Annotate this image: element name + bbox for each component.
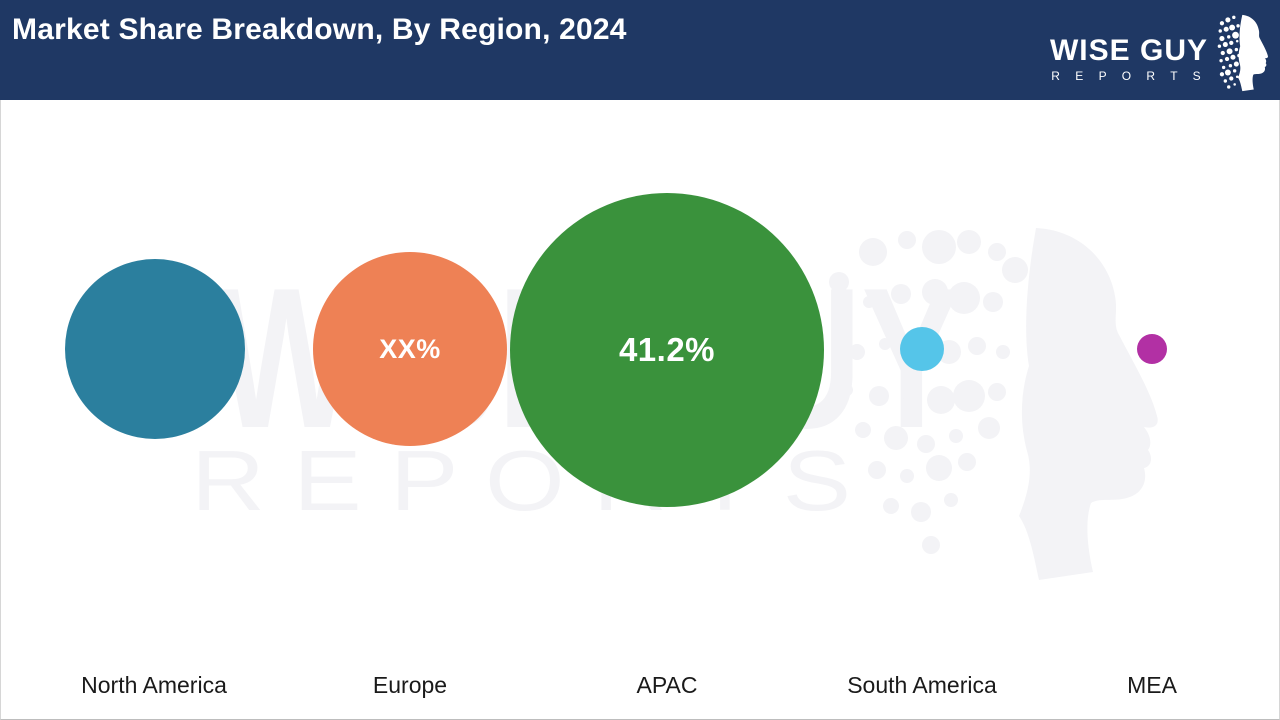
bubble-value-europe: XX% [379, 333, 441, 364]
bubble-chart: WISE GUY R E P O R T S XX% [0, 100, 1280, 720]
category-label-europe: Europe [372, 672, 448, 698]
logo-text: WISE GUY R E P O R T S [1050, 35, 1208, 84]
category-label-apac: APAC [636, 672, 698, 698]
category-label-north-america: North America [81, 672, 227, 698]
bubble-mea [1137, 334, 1167, 364]
category-label-mea: MEA [1127, 672, 1177, 698]
wiseguy-logo: WISE GUY R E P O R T S [1050, 0, 1280, 96]
page-title: Market Share Breakdown, By Region, 2024 [12, 13, 627, 46]
brain-dots [1217, 15, 1241, 89]
header: Market Share Breakdown, By Region, 2024 … [0, 0, 1280, 100]
bubble-europe: XX% [313, 252, 507, 446]
watermark-brain-dots [829, 230, 1028, 554]
logo-name: WISE GUY [1049, 33, 1208, 67]
bubble-south-america [900, 327, 944, 371]
logo-tagline: R E P O R T S [1051, 69, 1207, 84]
bubble-value-apac: 41.2% [618, 331, 716, 368]
bubble-apac: 41.2% [510, 193, 824, 507]
watermark-head-silhouette [1019, 228, 1158, 580]
bubble-north-america [65, 259, 245, 439]
head-logo-icon [1217, 14, 1268, 92]
category-label-south-america: South America [847, 672, 997, 698]
head-silhouette [1238, 14, 1268, 92]
